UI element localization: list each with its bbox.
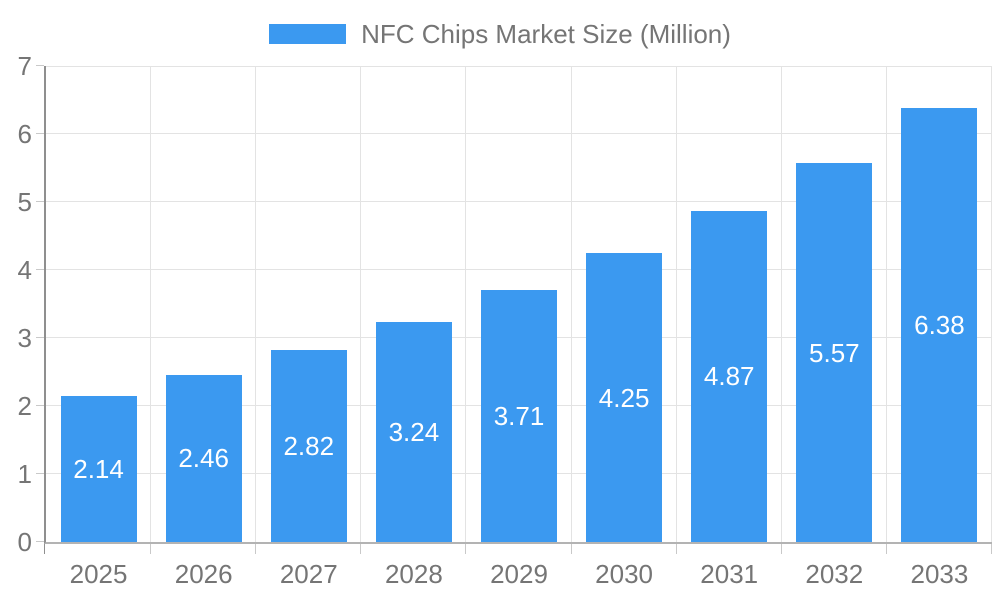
y-axis-tick [36,132,44,134]
x-axis-tick [991,544,992,554]
x-axis-label: 2031 [700,559,759,589]
x-axis-label: 2033 [910,559,969,589]
bar-value-label: 3.24 [388,416,440,447]
x-axis-label: 2026 [174,559,233,589]
bar-value-label: 6.38 [914,310,965,341]
y-axis-tick [36,65,44,66]
gridline-vertical [465,66,467,542]
gridline-vertical [570,66,572,542]
y-axis-label: 7 [17,51,32,81]
plot-area: 0 1 2 3 4 5 6 7 2025 2026 2027 2028 2029 2030 2031 2032… [18,53,992,587]
bar-value-label: 2.46 [178,443,229,474]
gridline-horizontal [46,200,992,202]
x-axis-label: 2029 [490,559,548,589]
y-axis-label: 3 [17,323,32,353]
y-axis-tick [36,405,44,406]
y-axis-tick [36,269,44,270]
gridline-horizontal [46,66,992,67]
x-axis-tick [360,544,362,554]
y-axis-tick [36,200,44,202]
y-axis-tick [36,541,44,542]
gridline-vertical [255,66,257,542]
bar[interactable]: 5.57 [796,163,873,542]
gridline-vertical [780,66,782,542]
legend[interactable]: NFC Chips Market Size (Million) [0,20,1000,48]
bar[interactable]: 4.25 [586,253,663,542]
gridline-vertical [991,66,992,542]
x-axis-label: 2028 [384,559,443,589]
x-axis-label: 2030 [595,559,654,589]
bar[interactable]: 4.87 [691,210,768,542]
legend-swatch [269,24,347,44]
x-axis-label: 2027 [279,559,338,589]
bar-value-label: 3.71 [493,400,545,431]
x-axis-tick [885,544,887,554]
gridline-vertical [360,66,362,542]
gridline-vertical [885,66,887,542]
y-axis-label: 4 [17,255,32,285]
bar-value-label: 4.25 [598,382,650,413]
bar-value-label: 5.57 [809,337,860,368]
gridline-horizontal [46,269,992,270]
bar[interactable]: 2.82 [270,350,347,542]
x-axis-tick [150,544,152,554]
bar-value-label: 2.82 [283,431,335,462]
y-axis-tick [36,473,44,474]
gridline-horizontal [46,132,992,134]
y-axis-tick [36,336,44,338]
bar[interactable]: 2.14 [60,396,137,542]
bar[interactable]: 3.24 [375,321,452,542]
x-axis-tick [570,544,572,554]
x-axis-label: 2025 [69,559,128,589]
y-axis-label: 1 [17,459,32,489]
bar[interactable]: 6.38 [901,108,978,542]
bar[interactable]: 2.46 [165,374,242,542]
x-axis-tick [675,544,677,554]
bar-value-label: 4.87 [703,361,755,392]
y-axis-label: 6 [17,119,32,149]
bar[interactable]: 3.71 [481,289,557,542]
gridline-vertical [150,66,152,542]
x-axis-tick [465,544,467,554]
x-axis-tick [44,544,45,554]
x-axis-tick [255,544,257,554]
y-axis-label: 0 [17,527,32,557]
legend-label: NFC Chips Market Size (Million) [361,19,731,49]
bar-value-label: 2.14 [73,454,124,485]
y-axis-label: 2 [17,391,32,421]
x-axis-tick [780,544,782,554]
x-axis-label: 2032 [805,559,864,589]
y-axis-label: 5 [17,187,32,217]
gridline-vertical [675,66,677,542]
